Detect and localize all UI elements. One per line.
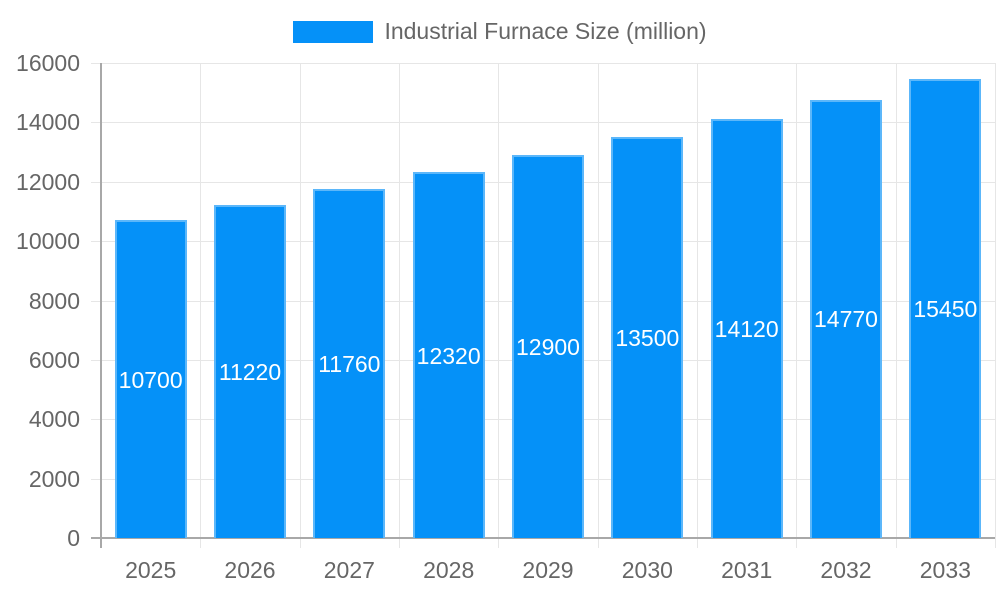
legend-item[interactable]: Industrial Furnace Size (million) [0, 18, 1000, 45]
x-tick-label: 2032 [820, 557, 872, 583]
legend-swatch [293, 20, 374, 43]
x-tick-label: 2028 [423, 557, 475, 583]
y-tick-label: 8000 [28, 287, 80, 314]
y-gridline [91, 122, 995, 124]
y-tick-label: 2000 [28, 465, 80, 492]
x-gridline [895, 63, 897, 548]
bar-2033[interactable]: 15450 [909, 79, 982, 538]
y-tick-label: 4000 [28, 406, 80, 433]
bar-2026[interactable]: 11220 [214, 204, 286, 538]
x-tick-label: 2025 [125, 557, 177, 583]
y-tick-label: 0 [67, 525, 80, 551]
bar-value-label: 14770 [814, 306, 878, 333]
y-gridline [91, 63, 995, 64]
y-tick-label: 10000 [16, 228, 80, 255]
legend-label: Industrial Furnace Size (million) [384, 18, 707, 44]
x-axis-baseline [91, 537, 995, 539]
x-gridline [498, 63, 500, 548]
bar-2032[interactable]: 14770 [810, 99, 882, 538]
x-gridline [299, 63, 301, 548]
bar-2028[interactable]: 12320 [412, 172, 485, 538]
x-tick-label: 2027 [323, 557, 375, 583]
bar-2031[interactable]: 14120 [710, 118, 783, 538]
bar-value-label: 12320 [416, 342, 481, 369]
bar-value-label: 10700 [118, 366, 183, 393]
bar-value-label: 12900 [516, 334, 580, 361]
x-gridline [697, 63, 698, 548]
bar-value-label: 11760 [318, 350, 381, 377]
bar-value-label: 13500 [615, 325, 680, 352]
x-gridline [399, 63, 400, 548]
y-tick-label: 14000 [16, 109, 80, 136]
x-tick-label: 2029 [522, 557, 574, 583]
x-tick-label: 2031 [721, 557, 773, 583]
x-tick-label: 2030 [621, 557, 673, 583]
x-tick-label: 2026 [224, 557, 276, 583]
x-tick-label: 2033 [919, 557, 971, 583]
bar-value-label: 11220 [218, 358, 282, 385]
x-gridline [200, 63, 202, 548]
y-tick-label: 16000 [16, 50, 80, 76]
y-tick-label: 6000 [28, 346, 80, 373]
x-gridline [796, 63, 798, 548]
bar-value-label: 14120 [714, 315, 779, 342]
y-tick-label: 12000 [16, 168, 80, 195]
bar-2029[interactable]: 12900 [512, 155, 584, 538]
bar-2025[interactable]: 10700 [114, 220, 187, 538]
x-gridline [995, 63, 996, 548]
x-gridline [597, 63, 599, 548]
y-axis-line [100, 63, 102, 548]
bar-2030[interactable]: 13500 [611, 137, 684, 538]
bar-2027[interactable]: 11760 [313, 188, 386, 538]
bar-value-label: 15450 [913, 296, 978, 323]
